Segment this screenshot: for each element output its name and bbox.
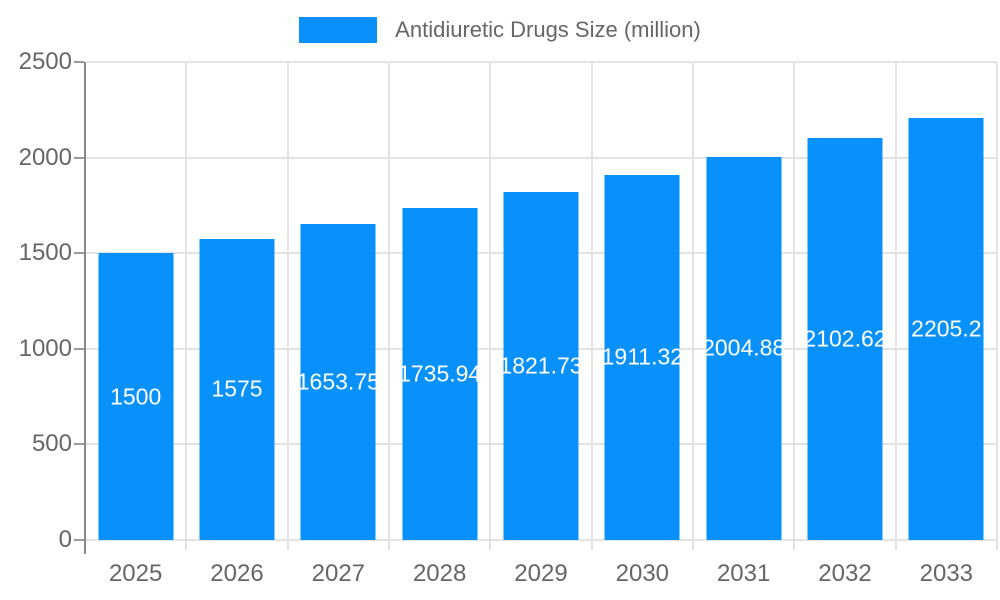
v-gridline — [185, 62, 188, 540]
bar-value-label: 1653.75 — [296, 368, 380, 395]
bar-value-label: 1821.73 — [499, 352, 583, 379]
y-axis-line — [84, 62, 86, 554]
v-gridline — [489, 62, 492, 540]
bar-2029[interactable]: 1821.73 — [499, 191, 583, 540]
v-gridline — [691, 62, 694, 540]
y-axis: 0 500 1000 1500 2000 2500 — [0, 50, 84, 552]
y-tick-mark — [74, 156, 84, 159]
y-tick-label: 2500 — [18, 48, 72, 75]
y-tick-mark — [74, 61, 84, 63]
y-tick-mark — [74, 443, 84, 446]
x-tick-label: 2026 — [210, 560, 264, 587]
x-tick-mark — [489, 540, 492, 550]
bar-value-label: 1911.32 — [601, 343, 684, 370]
bar-value-label: 1575 — [211, 375, 263, 402]
bar-2027[interactable]: 1653.75 — [297, 223, 380, 540]
x-tick-mark — [387, 540, 390, 550]
x-tick-label: 2028 — [412, 560, 467, 587]
x-axis: 2025 2026 2027 2028 2029 2030 2031 2032 2033 — [85, 548, 997, 593]
v-gridline — [387, 62, 390, 540]
x-tick-mark — [185, 540, 188, 550]
bar-2033[interactable]: 2205.2 — [908, 118, 984, 540]
legend-label: Antidiuretic Drugs Size (million) — [395, 17, 701, 42]
bar-2030[interactable]: 1911.32 — [601, 174, 684, 540]
x-tick-label: 2027 — [311, 560, 366, 587]
x-tick-label: 2029 — [514, 560, 568, 587]
x-tick-label: 2032 — [818, 560, 872, 587]
x-tick-mark — [996, 540, 998, 550]
h-gridline — [85, 539, 997, 541]
bar-value-label: 1735.94 — [398, 360, 482, 387]
x-tick-mark — [894, 540, 897, 550]
bar-2031[interactable]: 2004.88 — [702, 156, 785, 540]
y-tick-label: 2000 — [18, 143, 72, 171]
x-tick-label: 2031 — [716, 560, 771, 587]
bar-2026[interactable]: 1575 — [199, 238, 275, 540]
bar-2025[interactable]: 1500 — [98, 253, 174, 540]
y-tick-mark — [74, 252, 84, 255]
v-gridline — [286, 62, 289, 540]
legend[interactable]: Antidiuretic Drugs Size (million) — [0, 17, 1000, 43]
x-tick-label: 2033 — [919, 560, 974, 587]
y-tick-label: 1500 — [18, 239, 72, 267]
x-tick-mark — [691, 540, 694, 550]
v-gridline — [996, 62, 998, 540]
y-tick-mark — [74, 347, 84, 350]
h-gridline — [85, 61, 997, 63]
bar-2032[interactable]: 2102.62 — [803, 137, 887, 540]
x-tick-label: 2030 — [615, 560, 670, 587]
x-tick-mark — [590, 540, 593, 550]
v-gridline — [894, 62, 897, 540]
bar-2028[interactable]: 1735.94 — [398, 208, 481, 540]
legend-swatch — [299, 17, 378, 43]
plot-area: 1500 1575 1653.75 1735.94 1821.73 1911.32 2004… — [85, 61, 998, 550]
v-gridline — [793, 62, 796, 540]
x-tick-mark — [793, 540, 796, 550]
bar-value-label: 2102.62 — [803, 325, 887, 352]
h-gridline — [85, 156, 997, 159]
bar-value-label: 1500 — [110, 383, 162, 410]
bar-value-label: 2205.2 — [911, 315, 982, 342]
v-gridline — [590, 62, 593, 540]
y-tick-mark — [74, 539, 84, 541]
y-tick-label: 1000 — [18, 334, 72, 362]
y-tick-label: 0 — [58, 526, 72, 553]
x-tick-mark — [286, 540, 289, 550]
bar-value-label: 2004.88 — [702, 334, 786, 361]
x-tick-label: 2025 — [108, 560, 163, 587]
y-tick-label: 500 — [31, 430, 72, 458]
